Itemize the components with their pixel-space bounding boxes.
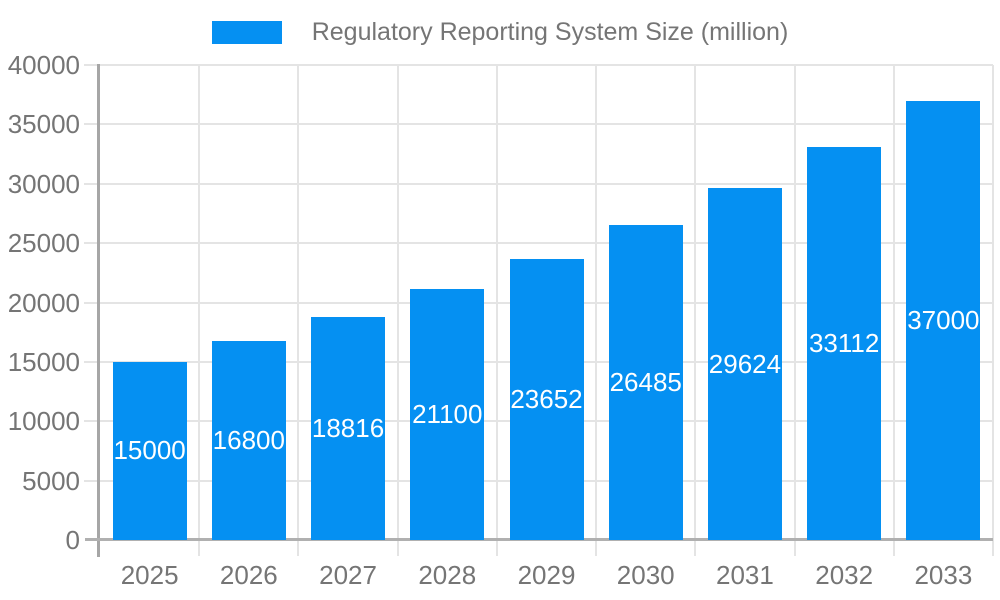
x-tick-label: 2030	[616, 560, 675, 590]
y-tick-label: 30000	[7, 168, 80, 199]
bar[interactable]: 18816	[311, 316, 386, 540]
bar[interactable]: 26485	[608, 225, 683, 540]
x-tick-label: 2025	[120, 560, 179, 590]
legend-swatch	[211, 21, 282, 44]
bar-value-label: 23652	[510, 384, 583, 415]
v-gridline	[793, 65, 796, 540]
x-tick-label: 2032	[815, 560, 874, 590]
bar-value-label: 26485	[609, 367, 682, 398]
x-axis-tick	[198, 540, 201, 556]
x-axis-tick	[694, 540, 697, 556]
x-tick-label: 2029	[517, 560, 576, 590]
bar[interactable]: 23652	[509, 259, 584, 540]
x-axis-tick	[495, 540, 498, 556]
y-axis-line	[97, 64, 100, 557]
bar-value-label: 15000	[113, 435, 186, 466]
v-gridline	[992, 65, 994, 540]
v-gridline	[595, 65, 598, 540]
v-gridline	[892, 65, 895, 540]
x-axis-tick	[793, 540, 796, 556]
h-gridline	[84, 64, 993, 66]
x-tick-label: 2027	[319, 560, 377, 590]
bar[interactable]: 33112	[807, 146, 882, 540]
bar-value-label: 16800	[212, 424, 285, 455]
x-axis-tick	[992, 540, 994, 556]
v-gridline	[694, 65, 697, 540]
y-tick-label: 10000	[7, 406, 80, 437]
x-axis-tick	[892, 540, 895, 556]
x-tick-label: 2033	[914, 560, 973, 590]
legend-label: Regulatory Reporting System Size (millio…	[311, 18, 789, 46]
bar-value-label: 29624	[708, 348, 782, 379]
y-tick-label: 0	[65, 525, 80, 555]
x-axis-tick	[595, 540, 598, 556]
bar[interactable]: 16800	[211, 340, 286, 540]
x-tick-label: 2026	[219, 560, 278, 590]
v-gridline	[396, 65, 399, 540]
bar[interactable]: 21100	[410, 289, 485, 540]
bar[interactable]: 37000	[906, 100, 981, 540]
y-tick-label: 5000	[22, 465, 80, 496]
x-tick-label: 2028	[418, 560, 477, 590]
v-gridline	[297, 65, 300, 540]
h-gridline	[84, 123, 993, 126]
legend[interactable]: Regulatory Reporting System Size (millio…	[0, 18, 1000, 47]
y-tick-label: 20000	[7, 287, 80, 318]
y-tick-label: 35000	[7, 109, 80, 140]
v-gridline	[495, 65, 498, 540]
bar-value-label: 33112	[808, 327, 880, 358]
x-axis-tick	[396, 540, 399, 556]
y-tick-label: 40000	[7, 50, 80, 80]
bar-value-label: 37000	[907, 304, 980, 335]
bar[interactable]: 29624	[707, 188, 782, 540]
h-gridline	[84, 242, 993, 245]
y-tick-label: 25000	[7, 228, 80, 259]
x-tick-label: 2031	[716, 560, 774, 590]
y-tick-label: 15000	[7, 346, 80, 377]
bar[interactable]: 15000	[112, 361, 187, 540]
h-gridline	[84, 182, 993, 185]
bar-value-label: 18816	[311, 412, 385, 443]
x-axis-tick	[297, 540, 300, 556]
v-gridline	[198, 65, 201, 540]
bar-value-label: 21100	[412, 399, 483, 430]
